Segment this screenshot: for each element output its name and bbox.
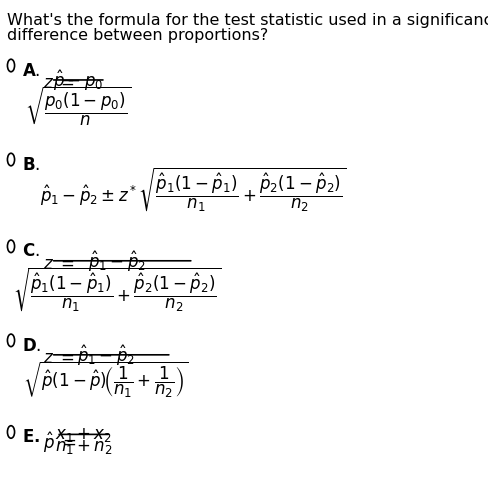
Text: $\mathbf{A}.$: $\mathbf{A}.$	[22, 61, 41, 79]
Text: $\sqrt{\hat{p}(1-\hat{p})\!\left(\dfrac{1}{n_1} + \dfrac{1}{n_2}\right)}$: $\sqrt{\hat{p}(1-\hat{p})\!\left(\dfrac{…	[23, 359, 188, 399]
Text: $x_1 + x_2$: $x_1 + x_2$	[55, 425, 112, 443]
Text: $\mathbf{C}.$: $\mathbf{C}.$	[22, 242, 40, 260]
Text: $\sqrt{\dfrac{p_0(1-p_0)}{n}}$: $\sqrt{\dfrac{p_0(1-p_0)}{n}}$	[25, 85, 131, 128]
Text: $\sqrt{\dfrac{\hat{p}_1(1-\hat{p}_1)}{n_1} + \dfrac{\hat{p}_2(1-\hat{p}_2)}{n_2}: $\sqrt{\dfrac{\hat{p}_1(1-\hat{p}_1)}{n_…	[13, 265, 221, 314]
Text: $z\ =$: $z\ =$	[42, 74, 74, 91]
Text: What's the formula for the test statistic used in a significance test of the: What's the formula for the test statisti…	[7, 14, 488, 29]
Text: $z\ =$: $z\ =$	[42, 254, 74, 272]
Text: $\mathbf{B}.$: $\mathbf{B}.$	[22, 155, 40, 173]
Text: $\hat{p}\ =$: $\hat{p}\ =$	[42, 430, 76, 454]
Text: $\mathbf{E.}$: $\mathbf{E.}$	[22, 427, 40, 445]
Text: $\hat{p}_1 - \hat{p}_2$: $\hat{p}_1 - \hat{p}_2$	[77, 343, 135, 367]
Text: $\mathbf{D}.$: $\mathbf{D}.$	[22, 336, 41, 354]
Text: $\hat{p}_1 - \hat{p}_2 \pm z^* \sqrt{\dfrac{\hat{p}_1(1-\hat{p}_1)}{n_1} + \dfra: $\hat{p}_1 - \hat{p}_2 \pm z^* \sqrt{\df…	[40, 165, 346, 213]
Text: $\hat{p}_1 - \hat{p}_2$: $\hat{p}_1 - \hat{p}_2$	[87, 249, 145, 274]
Text: $z\ =$: $z\ =$	[42, 348, 74, 366]
Text: $n_1 + n_2$: $n_1 + n_2$	[55, 437, 112, 455]
Text: $\hat{p} - p_0$: $\hat{p} - p_0$	[53, 69, 103, 93]
Text: difference between proportions?: difference between proportions?	[7, 28, 267, 43]
